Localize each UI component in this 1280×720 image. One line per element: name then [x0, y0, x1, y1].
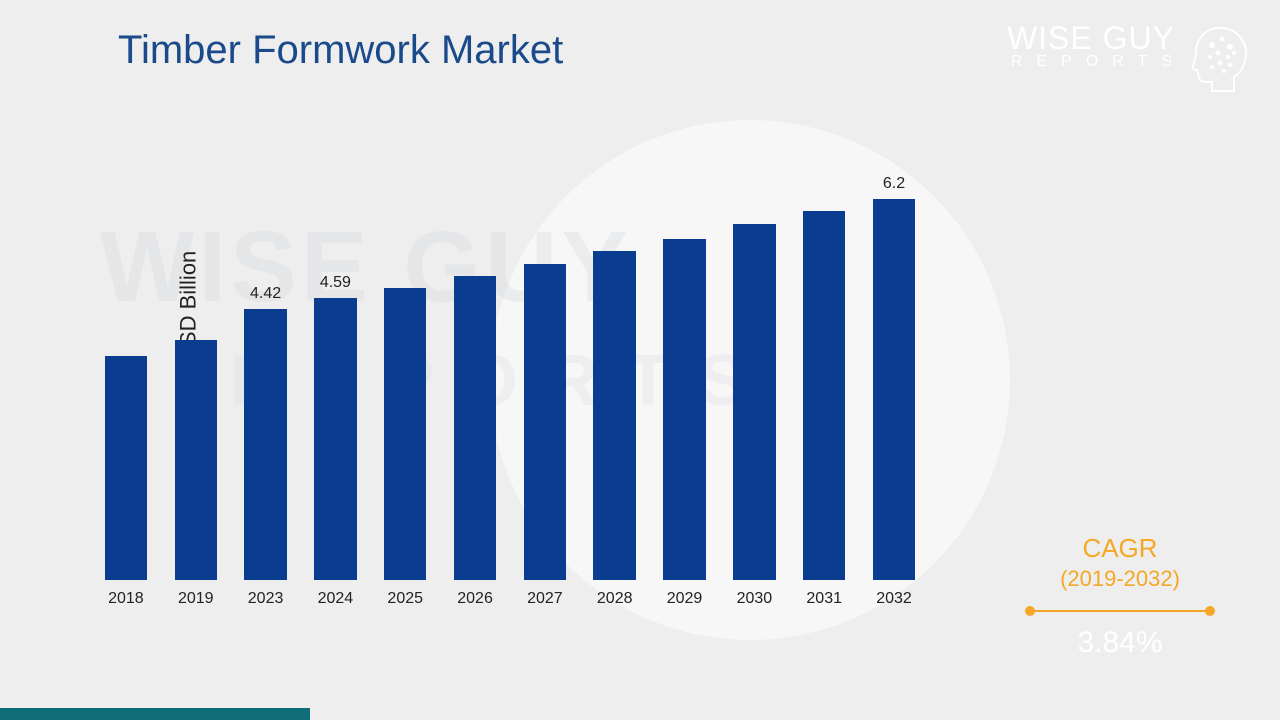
market-chart: Market Value in USD Billion 4.424.596.2 … — [60, 150, 920, 620]
x-tick-label: 2032 — [868, 590, 920, 608]
plot-area: 4.42 4.59 6.2 — [100, 150, 920, 580]
bar-column: 4.42 — [240, 309, 292, 581]
bar — [244, 309, 286, 581]
bar-column — [170, 340, 222, 580]
bar-value-label: 4.59 — [320, 274, 351, 292]
bar — [175, 340, 217, 580]
brain-head-icon — [1190, 25, 1250, 95]
bar — [384, 288, 426, 580]
bar — [593, 251, 635, 580]
bar — [733, 224, 775, 580]
bar — [105, 356, 147, 580]
x-tick-label: 2029 — [659, 590, 711, 608]
bar-column — [728, 224, 780, 580]
cagr-value: 3.84% — [1020, 626, 1220, 660]
x-tick-label: 2028 — [589, 590, 641, 608]
bar — [803, 211, 845, 580]
cagr-range: (2019-2032) — [1020, 566, 1220, 592]
bar-column — [379, 288, 431, 580]
bar — [454, 276, 496, 580]
bar — [314, 298, 356, 580]
bar-container: 4.42 4.59 6.2 — [100, 150, 920, 580]
x-tick-label: 2023 — [240, 590, 292, 608]
bar-column — [100, 356, 152, 580]
cagr-divider — [1030, 610, 1210, 612]
brand-logo: WISE GUY REPORTS — [1007, 20, 1250, 71]
bar-column — [589, 251, 641, 580]
bar-column — [449, 276, 501, 580]
x-tick-label: 2031 — [798, 590, 850, 608]
bar-column — [519, 264, 571, 580]
x-axis-labels: 2018 2019 2023 2024 2025 2026 2027 2028 2029 2030… — [100, 590, 920, 608]
cagr-title: CAGR — [1020, 533, 1220, 564]
logo-text-secondary: REPORTS — [1007, 53, 1186, 71]
x-tick-label: 2018 — [100, 590, 152, 608]
bar-value-label: 6.2 — [883, 175, 905, 193]
bar-value-label: 4.42 — [250, 285, 281, 303]
bottom-accent-bar — [0, 708, 310, 720]
bar-column — [659, 239, 711, 580]
x-tick-label: 2027 — [519, 590, 571, 608]
bar — [873, 199, 915, 580]
logo-text-primary: WISE GUY — [1007, 20, 1186, 57]
x-tick-label: 2019 — [170, 590, 222, 608]
page-title: Timber Formwork Market — [118, 28, 563, 73]
bar — [524, 264, 566, 580]
bar-column — [798, 211, 850, 580]
x-tick-label: 2030 — [728, 590, 780, 608]
cagr-block: CAGR (2019-2032) 3.84% — [1020, 533, 1220, 660]
x-tick-label: 2026 — [449, 590, 501, 608]
report-card: WISE GUY REPORTS Timber Formwork Market … — [0, 0, 1280, 720]
x-tick-label: 2025 — [379, 590, 431, 608]
bar-column: 4.59 — [309, 298, 361, 580]
x-tick-label: 2024 — [309, 590, 361, 608]
bar — [663, 239, 705, 580]
bar-column: 6.2 — [868, 199, 920, 580]
